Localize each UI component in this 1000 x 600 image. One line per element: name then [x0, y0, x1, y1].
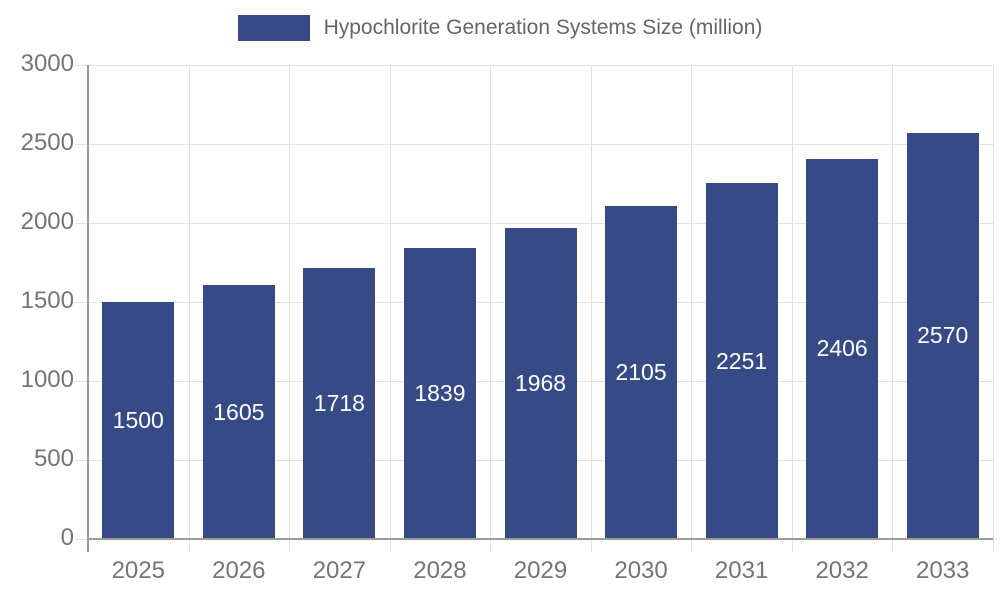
x-axis-label-2028: 2028	[413, 557, 467, 584]
x-axis-tick	[490, 539, 492, 552]
x-axis-label-2033: 2033	[916, 557, 970, 584]
x-gridline	[188, 65, 190, 539]
x-axis-tick	[892, 539, 894, 552]
bar-value-label: 2251	[716, 347, 768, 374]
bar-2032[interactable]: 2406	[806, 158, 879, 539]
x-axis-tick	[590, 539, 592, 552]
x-axis-label-2031: 2031	[714, 557, 769, 584]
x-axis-tick	[389, 539, 391, 552]
bar-value-label: 1839	[414, 380, 466, 407]
x-gridline	[791, 65, 793, 539]
y-axis-label: 3000	[20, 50, 74, 77]
bar-value-label: 2105	[615, 359, 667, 386]
bar-2026[interactable]: 1605	[202, 285, 275, 539]
y-axis-line	[87, 65, 89, 552]
bar-value-label: 2406	[816, 335, 868, 362]
y-axis-tick	[75, 65, 88, 66]
y-axis-label: 2500	[20, 129, 74, 156]
x-gridline	[389, 65, 391, 539]
legend[interactable]: Hypochlorite Generation Systems Size (mi…	[0, 15, 1000, 41]
x-gridline	[289, 65, 291, 539]
x-axis-tick	[791, 539, 793, 552]
y-axis-tick	[75, 302, 88, 303]
y-axis-tick	[75, 539, 88, 540]
x-gridline	[691, 65, 693, 539]
x-axis-label-2032: 2032	[815, 557, 869, 584]
x-axis-tick	[289, 539, 291, 552]
legend-series-label: Hypochlorite Generation Systems Size (mi…	[323, 16, 763, 39]
x-axis-label-2030: 2030	[614, 557, 668, 584]
x-gridline	[892, 65, 894, 539]
bar-2029[interactable]: 1968	[504, 228, 577, 539]
x-axis-label-2025: 2025	[111, 557, 165, 584]
bar-value-label: 1968	[514, 370, 567, 397]
legend-swatch	[237, 15, 310, 41]
y-gridline	[88, 144, 993, 145]
bar-2033[interactable]: 2570	[906, 132, 979, 539]
x-gridline	[993, 65, 994, 539]
x-axis-label-2029: 2029	[513, 557, 568, 584]
x-axis-line	[87, 538, 993, 540]
bar-2027[interactable]: 1718	[303, 267, 376, 539]
y-axis-tick	[75, 144, 88, 145]
y-axis-tick	[75, 223, 88, 224]
x-axis-label-2026: 2026	[212, 557, 266, 584]
bar-value-label: 1718	[313, 389, 365, 416]
y-axis-tick	[75, 460, 88, 461]
x-axis-label-2027: 2027	[312, 557, 367, 584]
bar-value-label: 1605	[213, 398, 265, 425]
y-axis-label: 500	[33, 445, 74, 472]
y-axis-label: 0	[60, 524, 74, 551]
bar-value-label: 1500	[112, 407, 164, 433]
x-gridline	[490, 65, 492, 539]
bar-2025[interactable]: 1500	[102, 302, 175, 539]
y-axis-label: 1500	[20, 287, 74, 314]
y-gridline	[88, 223, 993, 224]
y-axis-label: 1000	[20, 366, 74, 393]
y-gridline	[88, 65, 993, 66]
y-axis-tick	[75, 381, 88, 382]
y-axis-label: 2000	[20, 208, 74, 235]
bar-2030[interactable]: 2105	[605, 206, 678, 539]
x-axis-tick	[993, 539, 994, 552]
x-axis-tick	[691, 539, 693, 552]
x-axis-tick	[188, 539, 190, 552]
bar-value-label: 2570	[917, 322, 969, 349]
bar-2031[interactable]: 2251	[705, 183, 778, 539]
x-gridline	[590, 65, 592, 539]
bar-2028[interactable]: 1839	[403, 248, 476, 539]
